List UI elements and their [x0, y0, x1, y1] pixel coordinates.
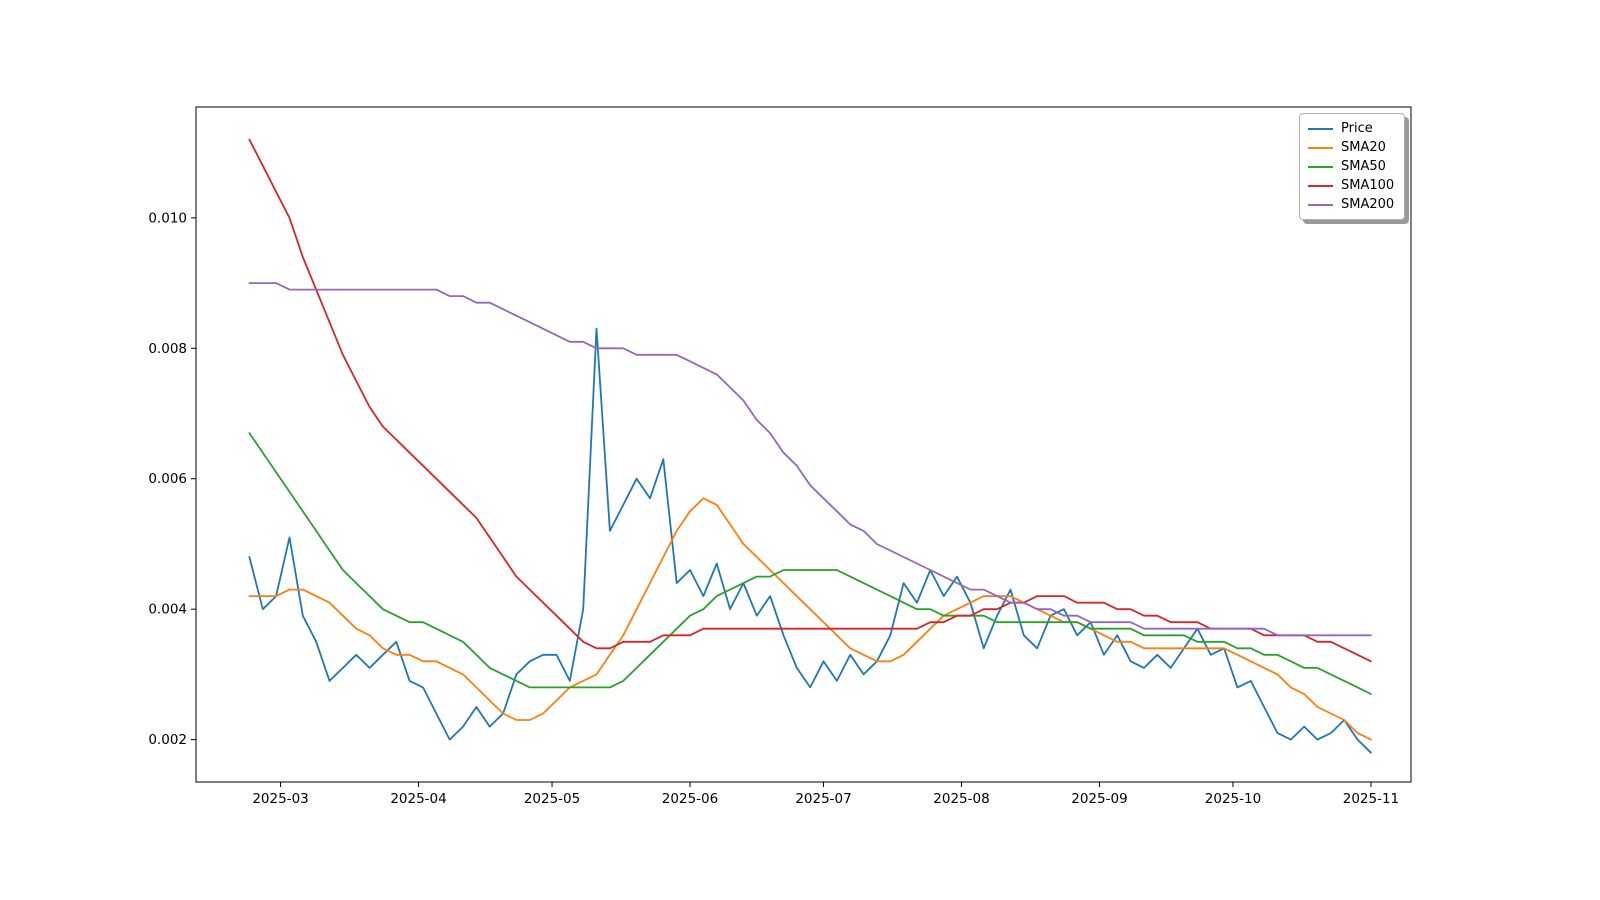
legend-entry-price: Price: [1308, 119, 1396, 138]
legend-entry-sma50: SMA50: [1308, 157, 1396, 176]
series-line-sma20: [248, 497, 1372, 741]
series-line-sma100: [248, 138, 1372, 663]
series-line-sma50: [248, 432, 1372, 695]
legend-entry-sma100: SMA100: [1308, 176, 1396, 195]
series-line-sma200: [248, 282, 1372, 637]
x-tick-label: 2025-11: [1343, 791, 1399, 807]
x-tick-label: 2025-05: [524, 791, 580, 807]
legend-label: SMA20: [1341, 140, 1386, 155]
y-tick-label: 0.002: [148, 732, 187, 748]
series-line-price: [248, 327, 1372, 754]
legend-label: SMA50: [1341, 159, 1386, 174]
y-tick-label: 0.008: [148, 341, 187, 357]
legend-entry-sma200: SMA200: [1308, 195, 1396, 214]
x-tick-label: 2025-07: [795, 791, 851, 807]
x-tick-label: 2025-09: [1071, 791, 1127, 807]
legend: Price SMA20 SMA50 SMA100 SMA200: [1299, 113, 1405, 220]
legend-label: Price: [1341, 121, 1373, 136]
legend-entry-sma20: SMA20: [1308, 138, 1396, 157]
legend-line-swatch-sma100: [1308, 184, 1333, 187]
y-tick-label: 0.010: [148, 210, 187, 226]
x-tick-label: 2025-08: [933, 791, 989, 807]
legend-label: SMA200: [1341, 197, 1395, 212]
plot-border: [195, 106, 1412, 783]
legend-line-swatch-sma200: [1308, 203, 1333, 206]
legend-label: SMA100: [1341, 178, 1395, 193]
x-tick-label: 2025-06: [662, 791, 718, 807]
x-tick-label: 2025-04: [390, 791, 446, 807]
x-tick-label: 2025-03: [252, 791, 308, 807]
y-tick-label: 0.006: [148, 471, 187, 487]
y-tick-label: 0.004: [148, 602, 187, 618]
legend-line-swatch-sma20: [1308, 146, 1333, 149]
legend-line-swatch-price: [1308, 127, 1333, 130]
legend-line-swatch-sma50: [1308, 165, 1333, 168]
x-tick-label: 2025-10: [1205, 791, 1261, 807]
